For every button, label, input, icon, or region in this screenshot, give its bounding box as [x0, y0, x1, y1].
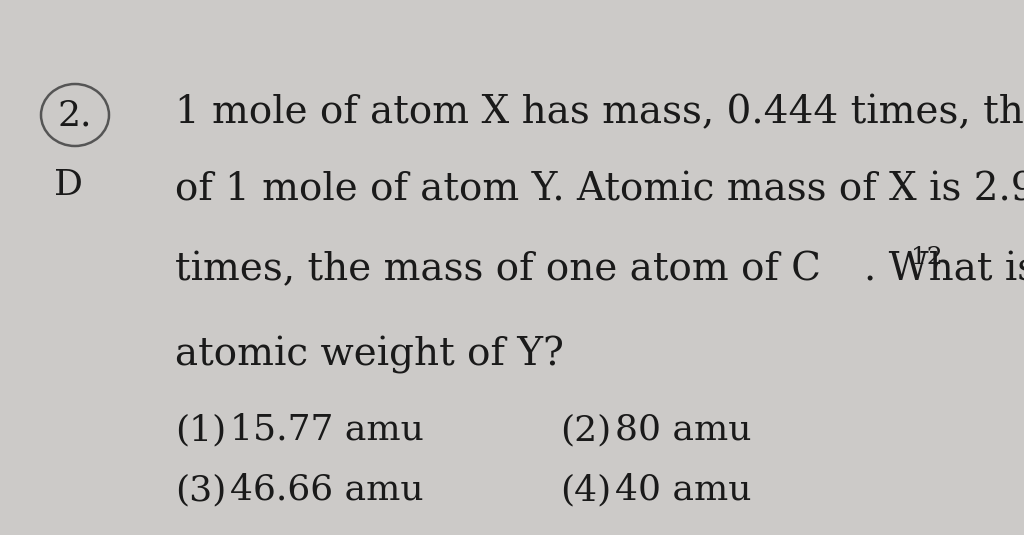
Text: D: D — [53, 168, 83, 202]
Text: (4): (4) — [560, 473, 611, 507]
Text: (2): (2) — [560, 413, 611, 447]
Text: 12: 12 — [911, 247, 943, 270]
Text: 80 amu: 80 amu — [615, 413, 752, 447]
Text: (3): (3) — [175, 473, 226, 507]
Text: (1): (1) — [175, 413, 226, 447]
Text: 15.77 amu: 15.77 amu — [230, 413, 424, 447]
Text: of 1 mole of atom Y. Atomic mass of X is 2.96: of 1 mole of atom Y. Atomic mass of X is… — [175, 172, 1024, 209]
Text: 46.66 amu: 46.66 amu — [230, 473, 424, 507]
Text: times, the mass of one atom of C: times, the mass of one atom of C — [175, 251, 821, 288]
Text: 2.: 2. — [57, 98, 92, 132]
Text: 40 amu: 40 amu — [615, 473, 752, 507]
Text: atomic weight of Y?: atomic weight of Y? — [175, 336, 564, 374]
Text: 1 mole of atom X has mass, 0.444 times, the mass: 1 mole of atom X has mass, 0.444 times, … — [175, 95, 1024, 132]
Text: . What is the: . What is the — [864, 251, 1024, 288]
